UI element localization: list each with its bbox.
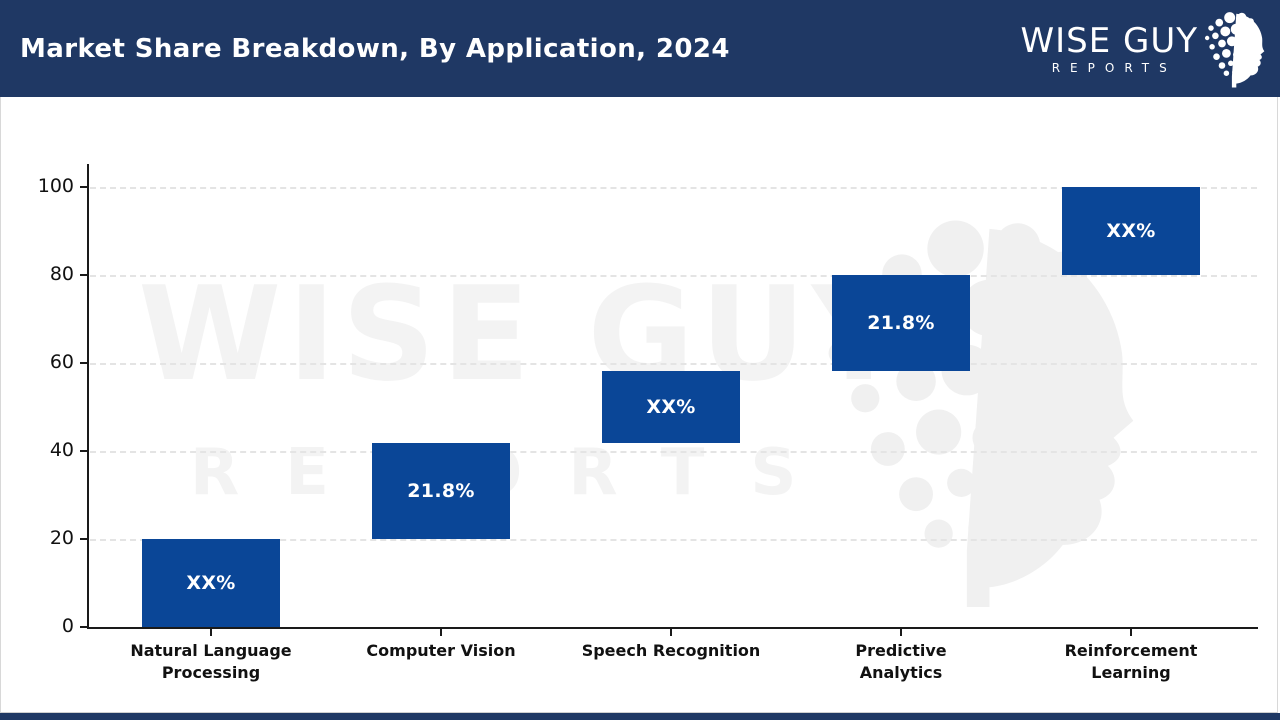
gridline-60 bbox=[90, 363, 1257, 365]
brand-logo: WISE GUY REPORTS bbox=[1020, 10, 1266, 88]
x-tick-speech-recognition bbox=[670, 629, 672, 636]
bar-value-label: 21.8% bbox=[407, 480, 475, 503]
header-bar: Market Share Breakdown, By Application, … bbox=[0, 0, 1280, 97]
watermark-wordmark: WISE GUY bbox=[138, 258, 912, 410]
x-axis-label-computer-vision: Computer Vision bbox=[366, 641, 516, 660]
y-tick-0 bbox=[80, 626, 88, 628]
bar-natural-language-processing: XX% bbox=[142, 539, 280, 627]
y-axis-line bbox=[87, 164, 89, 629]
bar-value-label: XX% bbox=[1106, 220, 1156, 242]
y-tick-40 bbox=[80, 450, 88, 452]
y-tick-80 bbox=[80, 274, 88, 276]
y-tick-label: 80 bbox=[49, 263, 74, 285]
y-tick-60 bbox=[80, 362, 88, 364]
bar-value-label: XX% bbox=[646, 395, 696, 418]
bar-reinforcement-learning: XX% bbox=[1062, 187, 1200, 275]
brand-wordmark: WISE GUY REPORTS bbox=[1020, 24, 1198, 74]
page-title: Market Share Breakdown, By Application, … bbox=[20, 33, 730, 64]
x-tick-natural-language-processing bbox=[210, 629, 212, 636]
x-tick-reinforcement-learning bbox=[1130, 629, 1132, 636]
bar-predictive-analytics: 21.8% bbox=[832, 275, 970, 371]
gridline-40 bbox=[90, 451, 1257, 453]
x-axis-line bbox=[87, 627, 1258, 629]
x-tick-computer-vision bbox=[440, 629, 442, 636]
brand-head-icon bbox=[1204, 11, 1265, 87]
y-tick-label: 20 bbox=[49, 527, 74, 549]
gridline-80 bbox=[90, 275, 1257, 277]
bar-speech-recognition: XX% bbox=[602, 370, 740, 444]
y-tick-100 bbox=[80, 186, 88, 188]
gridline-20 bbox=[90, 539, 1257, 541]
bar-computer-vision: 21.8% bbox=[372, 443, 510, 539]
y-tick-label: 100 bbox=[37, 175, 74, 197]
y-tick-20 bbox=[80, 538, 88, 540]
x-axis-label-reinforcement-learning: Reinforcement Learning bbox=[1064, 641, 1198, 682]
bar-value-label: 21.8% bbox=[867, 311, 935, 334]
x-axis-label-speech-recognition: Speech Recognition bbox=[581, 641, 761, 660]
bar-value-label: XX% bbox=[186, 572, 236, 594]
y-tick-label: 40 bbox=[49, 439, 74, 461]
y-tick-label: 0 bbox=[61, 615, 74, 637]
x-tick-predictive-analytics bbox=[900, 629, 902, 636]
x-axis-label-natural-language-processing: Natural Language Processing bbox=[130, 641, 292, 682]
footer-bar bbox=[0, 713, 1280, 720]
x-axis-label-predictive-analytics: Predictive Analytics bbox=[855, 641, 947, 682]
gridline-100 bbox=[90, 187, 1257, 189]
y-tick-label: 60 bbox=[49, 351, 74, 373]
brand-subname: REPORTS bbox=[1051, 60, 1177, 75]
brand-name: WISE GUY bbox=[1020, 20, 1198, 61]
